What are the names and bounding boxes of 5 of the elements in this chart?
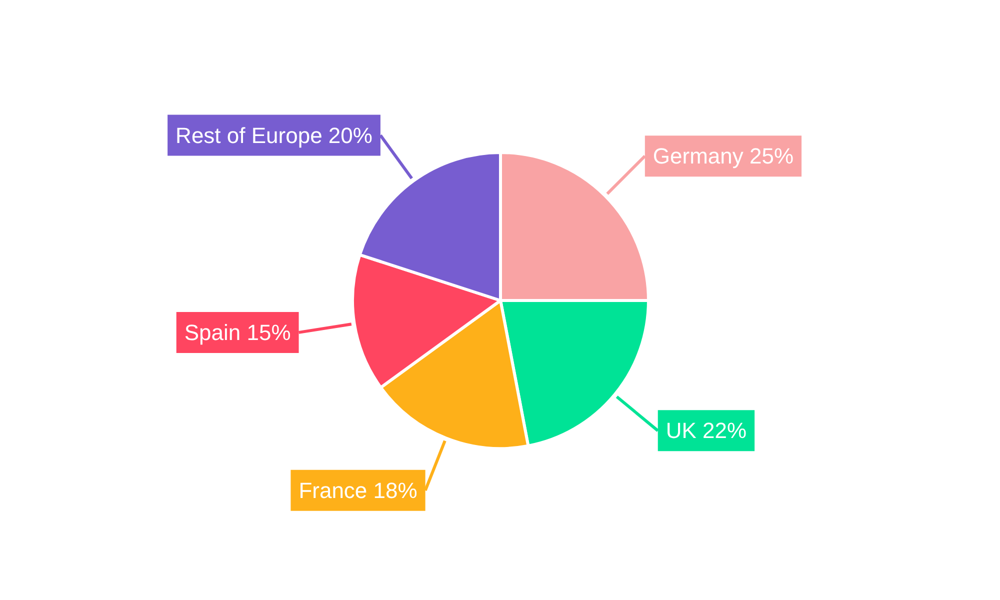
slice-label: France 18%	[298, 478, 418, 503]
slice-label: UK 22%	[666, 418, 747, 444]
slice-label: Rest of Europe 20%	[176, 122, 372, 148]
slice-label: Spain 15%	[184, 320, 291, 345]
slice-label: Germany 25%	[652, 144, 794, 169]
